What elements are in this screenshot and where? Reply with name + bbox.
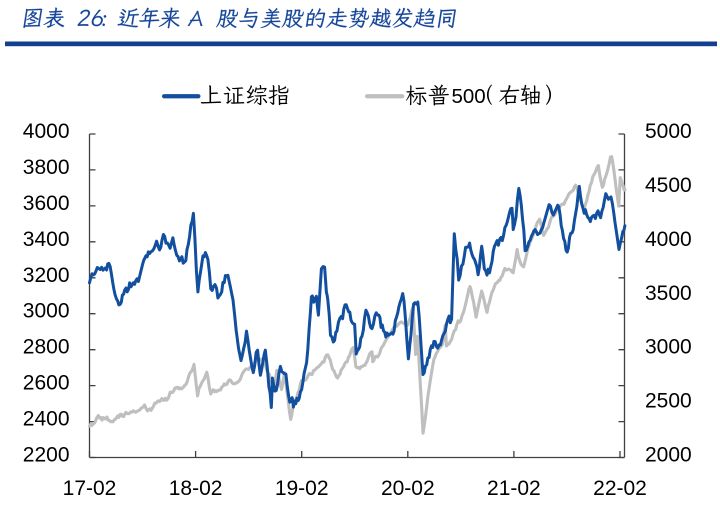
svg-text:3600: 3600: [23, 192, 70, 215]
svg-text:2500: 2500: [645, 390, 692, 413]
svg-text:3000: 3000: [23, 300, 70, 323]
svg-text:18-02: 18-02: [169, 477, 223, 500]
svg-text:3800: 3800: [23, 156, 70, 179]
svg-text:3400: 3400: [23, 228, 70, 251]
svg-text:3200: 3200: [23, 264, 70, 287]
svg-text:22-02: 22-02: [593, 477, 647, 500]
svg-text:2400: 2400: [23, 408, 70, 431]
svg-text:17-02: 17-02: [63, 477, 117, 500]
svg-text:2000: 2000: [645, 444, 692, 467]
svg-text:500: 500: [452, 85, 486, 108]
svg-text:21-02: 21-02: [487, 477, 541, 500]
svg-text:19-02: 19-02: [275, 477, 329, 500]
svg-text:3000: 3000: [645, 336, 692, 359]
svg-text:4000: 4000: [23, 120, 70, 143]
svg-text:2800: 2800: [23, 336, 70, 359]
svg-text:2200: 2200: [23, 444, 70, 467]
svg-text:4000: 4000: [645, 228, 692, 251]
svg-text:5000: 5000: [645, 120, 692, 143]
svg-text:2600: 2600: [23, 372, 70, 395]
svg-text:20-02: 20-02: [381, 477, 435, 500]
svg-text:3500: 3500: [645, 282, 692, 305]
svg-text:4500: 4500: [645, 174, 692, 197]
